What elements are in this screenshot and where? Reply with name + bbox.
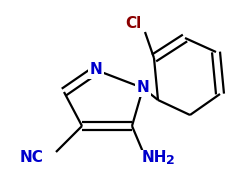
Text: N: N <box>137 81 149 95</box>
Text: Cl: Cl <box>125 16 141 32</box>
Text: NC: NC <box>20 150 44 166</box>
Text: NH: NH <box>142 150 168 166</box>
Text: 2: 2 <box>166 153 175 167</box>
Text: N: N <box>90 63 102 77</box>
